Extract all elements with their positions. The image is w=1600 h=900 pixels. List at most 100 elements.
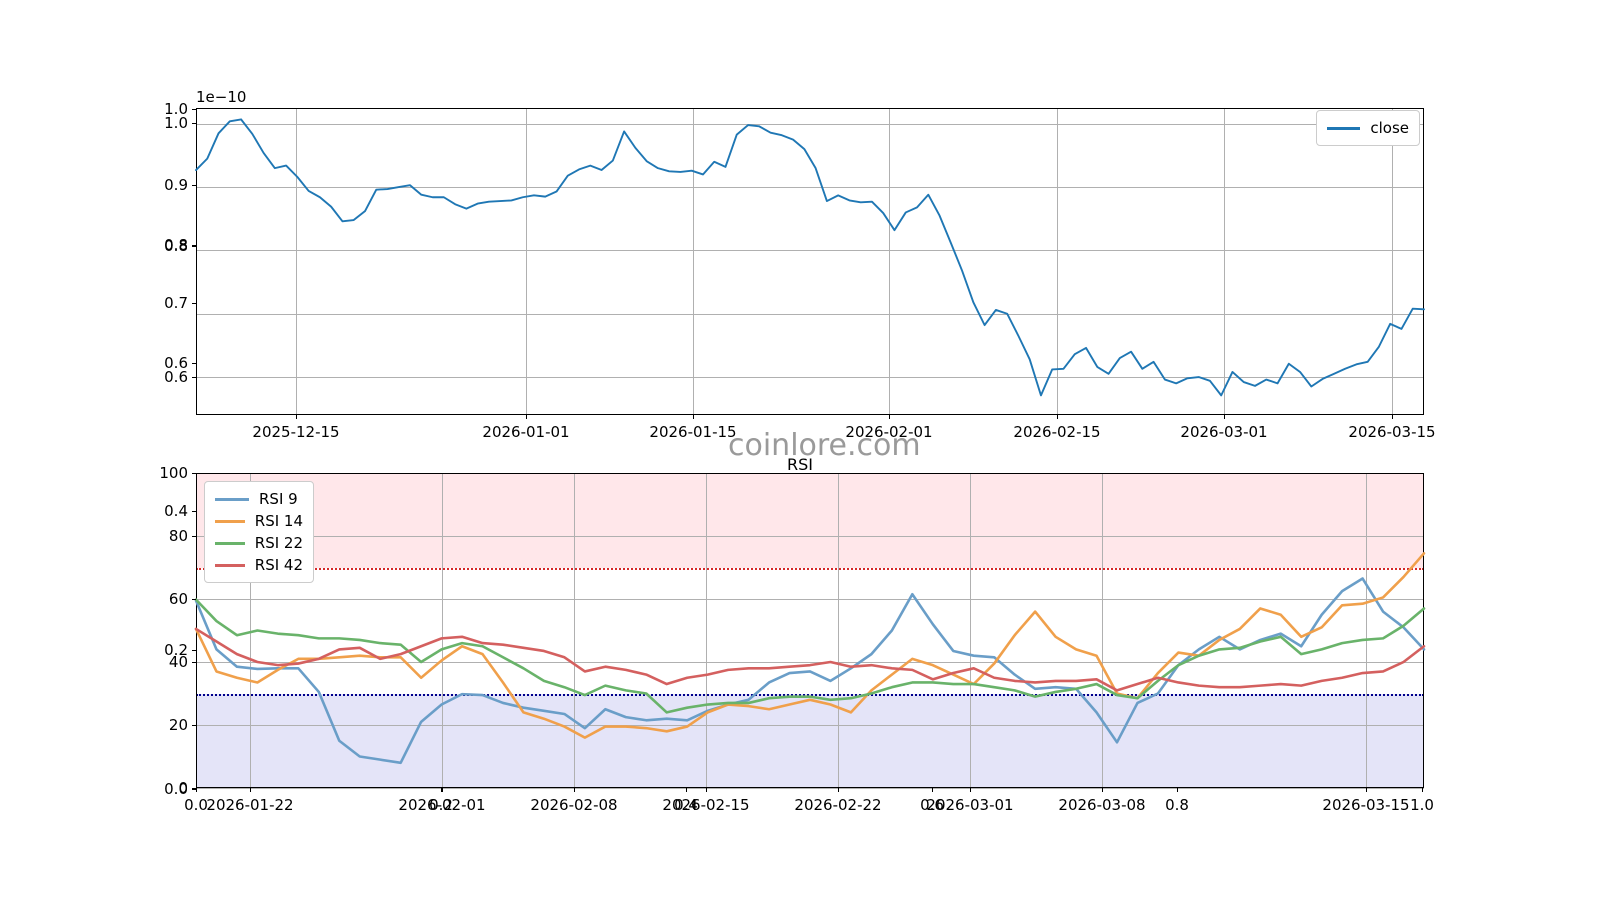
price-series-layer (195, 118, 1425, 397)
price-ytick-secondary-2: 0.6 (164, 368, 188, 386)
rsi-title: RSI (787, 455, 813, 474)
rsi-line-rsi-14 (194, 552, 1426, 739)
rsi-ytick-secondary-0: 0.4 (164, 502, 188, 520)
price-gridline-v-4 (1057, 108, 1058, 415)
rsi-xtick-secondary-2: 0.4 (674, 796, 698, 814)
rsi-xtick-2: 2026-02-08 (530, 796, 618, 814)
rsi-xtick-mark-2 (574, 788, 575, 792)
price-xtick-mark-1 (526, 415, 527, 419)
price-gridline-h-3 (196, 187, 1424, 189)
price-gridline-v-2 (693, 108, 694, 415)
rsi-ytick-1: 80 (168, 527, 188, 545)
price-ytick-secondary-mark-1 (192, 246, 196, 247)
price-xtick-mark-3 (889, 415, 890, 419)
rsi-legend-swatch-1 (215, 519, 245, 523)
price-ytick-mark-4 (192, 363, 196, 364)
price-legend-swatch-0 (1327, 126, 1361, 130)
rsi-xtick-secondary-5: 1.0 (1410, 796, 1434, 814)
rsi-ytick-4: 20 (168, 716, 188, 734)
price-xtick-2: 2026-01-15 (649, 423, 737, 441)
rsi-legend[interactable]: RSI 9 RSI 14 RSI 22 RSI 42 (204, 481, 314, 583)
rsi-gridline-h-4 (196, 536, 1424, 537)
rsi-gridline-v-0 (250, 473, 251, 788)
rsi-ytick-mark-2 (192, 599, 196, 600)
rsi-xtick-secondary-mark-2 (686, 788, 687, 792)
rsi-gridline-h-0 (196, 788, 1424, 789)
price-ytick-mark-1 (192, 185, 196, 186)
rsi-gridline-h-2 (196, 662, 1424, 663)
rsi-legend-row-1: RSI 14 (215, 510, 303, 532)
price-xtick-4: 2026-02-15 (1013, 423, 1101, 441)
rsi-xtick-secondary-mark-0 (196, 788, 197, 792)
rsi-ytick-mark-3 (192, 662, 196, 663)
rsi-ytick-0: 100 (159, 464, 188, 482)
price-ytick-2: 0.8 (164, 236, 188, 254)
price-gridline-v-1 (526, 108, 527, 415)
rsi-line-rsi-9 (194, 577, 1426, 765)
rsi-ytick-mark-1 (192, 536, 196, 537)
rsi-xtick-6: 2026-03-08 (1058, 796, 1146, 814)
price-y-offset-text: 1e−10 (196, 88, 247, 106)
rsi-ytick-3: 40 (168, 653, 188, 671)
rsi-ytick-secondary-mark-2 (192, 789, 196, 790)
rsi-ytick-2: 60 (168, 590, 188, 608)
price-gridline-v-6 (1392, 108, 1393, 415)
price-ytick-mark-0 (192, 123, 196, 124)
rsi-xtick-0: 2026-01-22 (206, 796, 294, 814)
price-xtick-mark-0 (296, 415, 297, 419)
rsi-xtick-mark-3 (706, 788, 707, 792)
price-xtick-1: 2026-01-01 (482, 423, 570, 441)
price-ytick-secondary-1: 0.8 (164, 237, 188, 255)
rsi-ytick-secondary-mark-0 (192, 511, 196, 512)
rsi-band-overbought (196, 473, 1424, 568)
rsi-xtick-mark-0 (250, 788, 251, 792)
rsi-gridline-h-3 (196, 599, 1424, 600)
rsi-legend-swatch-3 (215, 563, 245, 567)
price-legend[interactable]: close (1316, 110, 1420, 146)
rsi-legend-label-0: RSI 9 (259, 490, 298, 508)
rsi-legend-label-1: RSI 14 (254, 512, 303, 530)
price-gridline-h-0 (196, 377, 1424, 378)
price-legend-label-0: close (1370, 119, 1409, 137)
rsi-xtick-secondary-0: 0.0 (184, 796, 208, 814)
rsi-legend-swatch-0 (215, 497, 249, 501)
price-plot-frame (196, 108, 1424, 415)
price-gridline-v-3 (889, 108, 890, 415)
rsi-xtick-3: 2026-02-15 (662, 796, 750, 814)
price-ytick-secondary-0: 1.0 (164, 100, 188, 118)
rsi-ytick-5: 0 (178, 779, 188, 797)
rsi-gridline-v-2 (574, 473, 575, 788)
rsi-gridline-v-3 (706, 473, 707, 788)
rsi-xtick-mark-7 (1366, 788, 1367, 792)
rsi-legend-row-0: RSI 9 (215, 488, 303, 510)
price-ytick-4: 0.6 (164, 354, 188, 372)
rsi-legend-label-2: RSI 22 (254, 534, 303, 552)
price-ytick-secondary-mark-0 (192, 109, 196, 110)
rsi-ytick-secondary-mark-1 (192, 650, 196, 651)
price-gridline-v-5 (1224, 108, 1225, 415)
price-ytick-0: 1.0 (164, 114, 188, 132)
rsi-xtick-7: 2026-03-15 (1322, 796, 1410, 814)
rsi-xtick-secondary-mark-3 (932, 788, 933, 792)
rsi-xtick-mark-1 (442, 788, 443, 792)
rsi-xtick-4: 2026-02-22 (794, 796, 882, 814)
watermark-coinlore: coinlore.com (728, 428, 921, 463)
rsi-xtick-secondary-mark-5 (1422, 788, 1423, 792)
rsi-legend-label-3: RSI 42 (254, 556, 303, 574)
price-xtick-mark-2 (693, 415, 694, 419)
rsi-threshold-oversold (196, 693, 1424, 696)
price-ytick-1: 0.9 (164, 176, 188, 194)
price-panel: 1e−10 1.0 0.9 0.8 0.7 0.6 1.0 0.8 0.6 2025-12-1… (164, 88, 1435, 441)
rsi-band-oversold (196, 693, 1424, 788)
rsi-panel: RSI 100 80 60 40 20 0 0.4 0.2 0.0 2026-01-22 2026… (0, 455, 1600, 900)
price-gridline-h-1 (196, 313, 1424, 315)
rsi-xtick-5: 2026-03-01 (926, 796, 1014, 814)
rsi-xtick-secondary-3: 0.6 (920, 796, 944, 814)
rsi-xtick-secondary-4: 0.8 (1165, 796, 1189, 814)
rsi-ytick-mark-0 (192, 473, 196, 474)
price-ytick-mark-3 (192, 303, 196, 304)
rsi-legend-row-2: RSI 22 (215, 532, 303, 554)
price-legend-row-0: close (1327, 117, 1409, 139)
rsi-threshold-overbought (196, 567, 1424, 570)
